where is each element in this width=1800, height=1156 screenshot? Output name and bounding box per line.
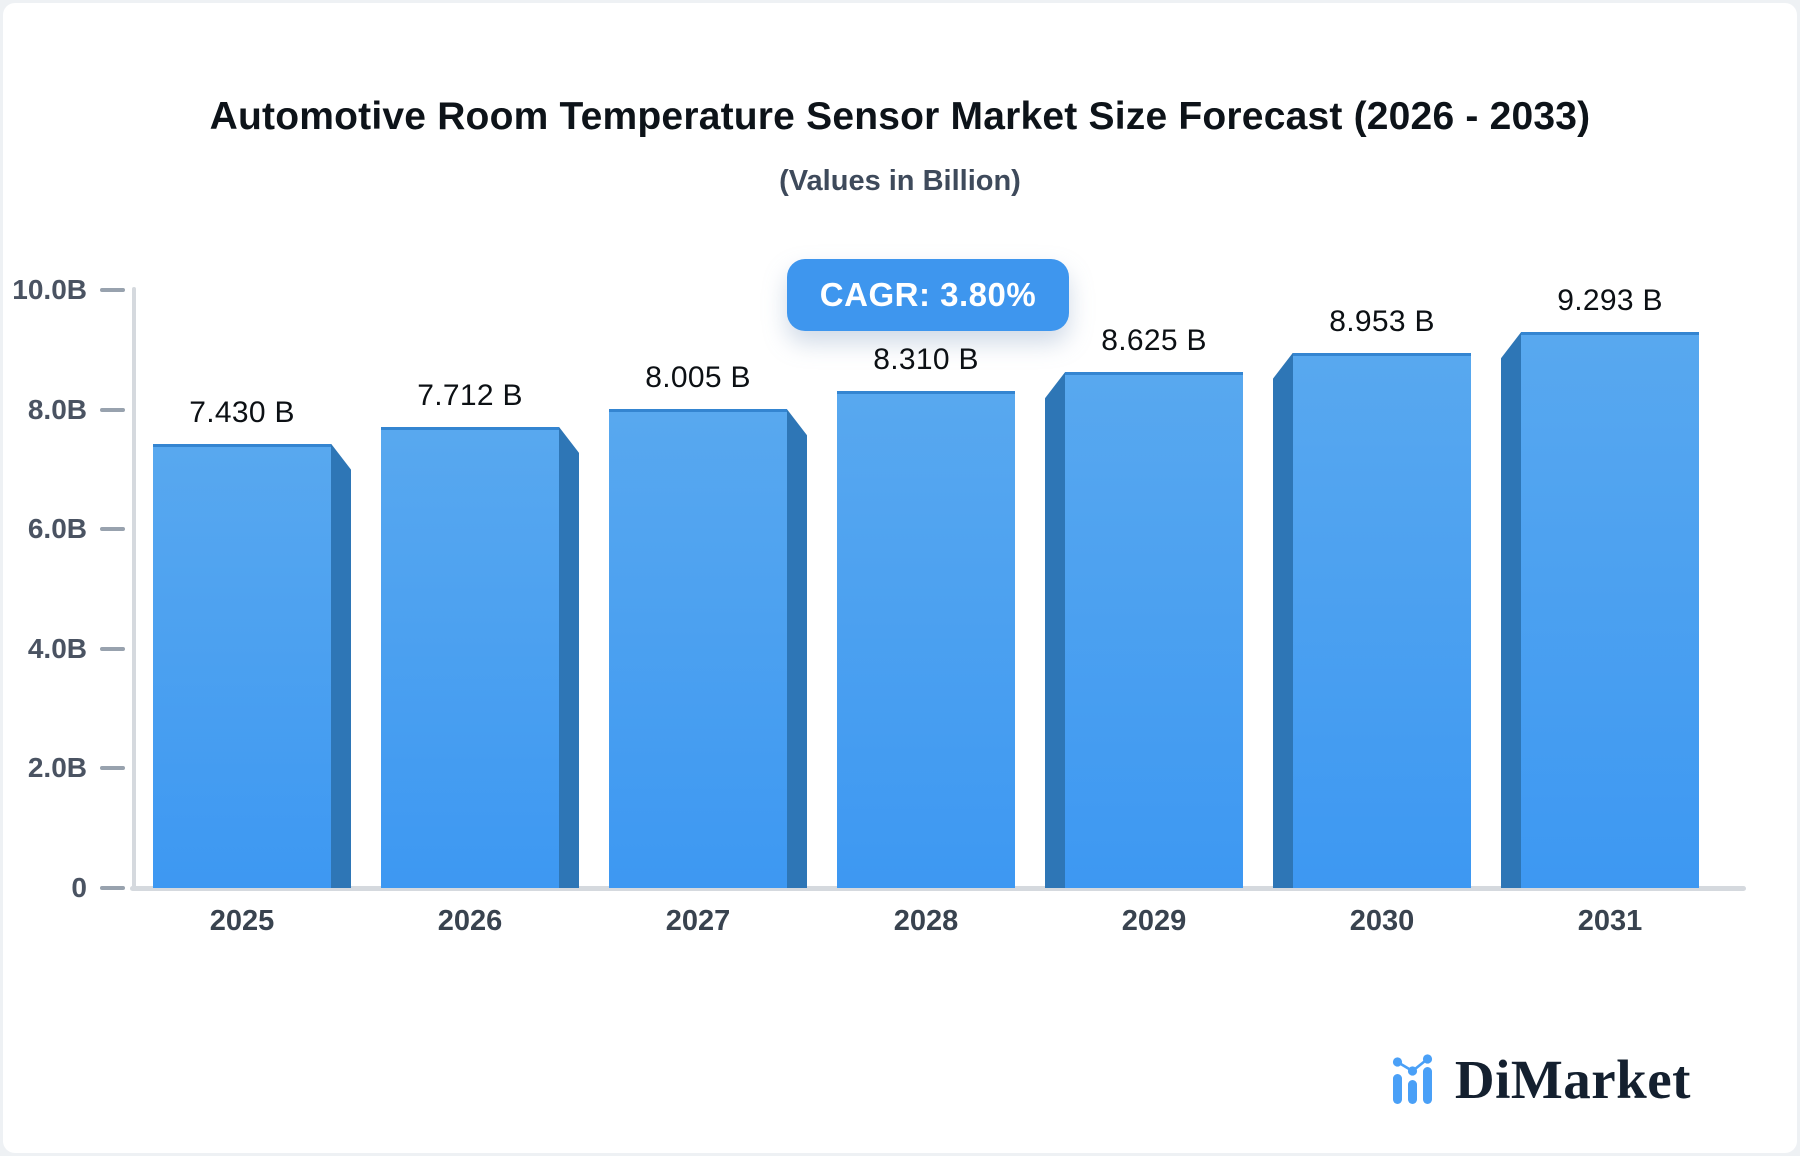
bar-value-label: 8.953 B	[1329, 304, 1435, 338]
bar-2027[interactable]	[609, 409, 807, 888]
x-axis-tick-label: 2027	[665, 905, 731, 937]
y-axis-tick-mark	[100, 646, 125, 651]
cagr-badge: CAGR: 3.80%	[787, 259, 1069, 331]
x-axis-tick-label: 2029	[1121, 905, 1187, 937]
y-axis-tick-label: 10.0B	[12, 274, 87, 305]
bar-value-label: 9.293 B	[1557, 284, 1663, 318]
y-axis-line	[132, 287, 136, 890]
x-axis-line	[130, 886, 1746, 891]
bar-3d-side	[1045, 372, 1065, 888]
bar-3d-side	[1501, 332, 1521, 888]
bar-chart-logo-icon	[1392, 1054, 1432, 1104]
y-axis-tick-label: 4.0B	[27, 632, 87, 664]
y-axis-tick-label: 0	[71, 872, 87, 903]
bar-value-label: 8.005 B	[645, 361, 751, 395]
bar-face	[1293, 352, 1471, 888]
chart-card: Automotive Room Temperature Sensor Marke…	[3, 3, 1797, 1153]
bar-value-label: 7.712 B	[417, 378, 523, 412]
bar-3d-side	[1273, 352, 1293, 888]
y-axis-tick-mark	[100, 527, 125, 532]
bar-value-label: 8.625 B	[1101, 324, 1207, 358]
bar-2029[interactable]	[1045, 372, 1243, 888]
y-axis-tick-label: 8.0B	[27, 393, 87, 425]
chart-subtitle: (Values in Billion)	[779, 165, 1021, 197]
y-axis-tick-mark	[100, 407, 125, 412]
bar-value-label: 7.430 B	[189, 395, 295, 429]
bar-2028[interactable]	[837, 391, 1015, 888]
bar-2025[interactable]	[153, 443, 351, 888]
bar-3d-side	[331, 443, 351, 888]
bar-face	[837, 391, 1015, 888]
bar-value-label: 8.310 B	[873, 343, 979, 377]
bar-face	[1521, 332, 1699, 888]
chart-title: Automotive Room Temperature Sensor Marke…	[209, 95, 1591, 138]
x-axis-tick-label: 2025	[209, 905, 275, 937]
plot-area: 0 2.0B 4.0B 6.0B 8.0B 10.0B 7.430 B 7.712 B 8.0…	[3, 3, 1797, 1153]
x-axis-tick-label: 2028	[893, 905, 959, 937]
x-axis-tick-label: 2030	[1349, 905, 1415, 937]
x-axis-tick-label: 2031	[1577, 905, 1643, 937]
brand-logo: DiMarket	[1391, 1049, 1691, 1111]
bar-face	[609, 409, 787, 888]
bar-2030[interactable]	[1273, 352, 1471, 888]
y-axis-tick-label: 6.0B	[27, 513, 87, 545]
bar-2031[interactable]	[1501, 332, 1699, 888]
brand-logo-text: DiMarket	[1454, 1049, 1691, 1110]
bar-face	[381, 426, 559, 888]
bar-face	[1065, 372, 1243, 888]
bar-3d-side	[559, 426, 579, 888]
y-axis-tick-mark	[100, 766, 125, 771]
bar-3d-side	[787, 409, 807, 888]
y-axis-tick-mark	[100, 886, 125, 890]
y-axis-tick-label: 2.0B	[27, 752, 87, 784]
bar-face	[153, 443, 331, 888]
bar-2026[interactable]	[381, 426, 579, 888]
x-axis-tick-label: 2026	[437, 905, 503, 937]
y-axis-tick-mark	[100, 288, 125, 292]
